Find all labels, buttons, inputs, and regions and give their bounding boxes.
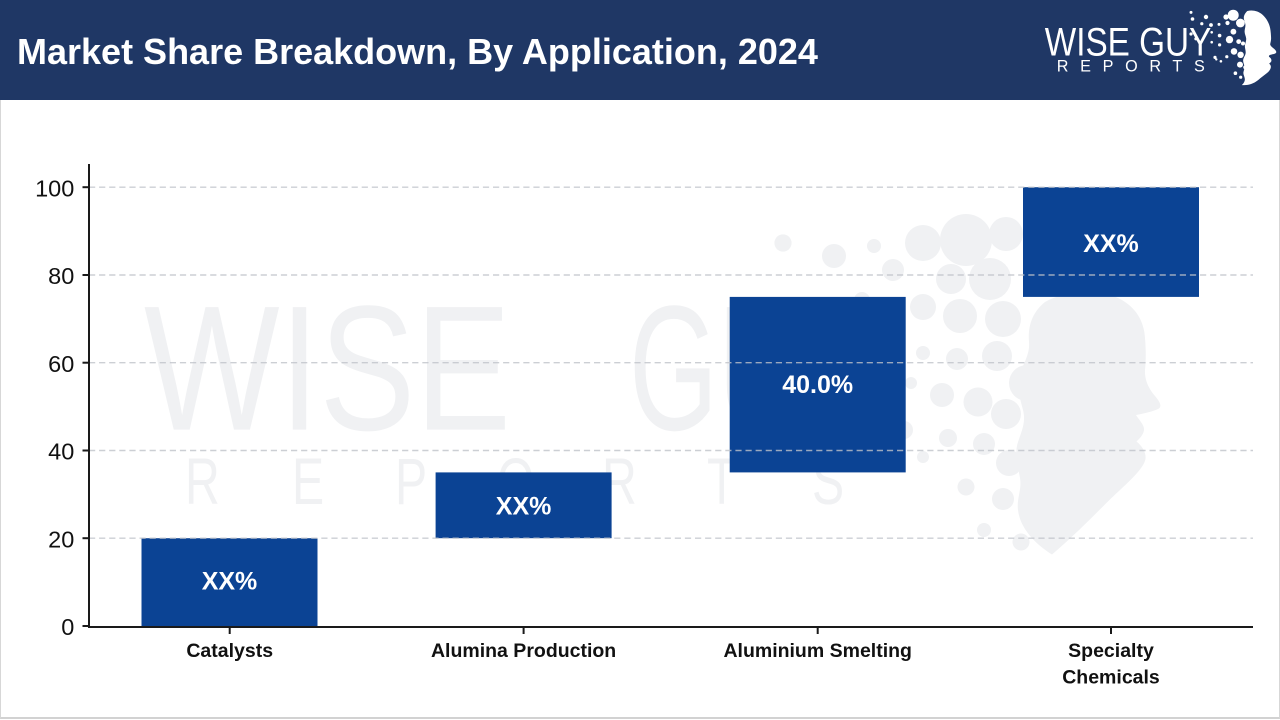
svg-text:0: 0 (61, 614, 74, 640)
svg-text:100: 100 (35, 175, 74, 201)
svg-text:XX%: XX% (1083, 230, 1139, 258)
svg-text:Catalysts: Catalysts (186, 640, 273, 662)
svg-text:40: 40 (48, 439, 74, 465)
svg-text:40.0%: 40.0% (782, 371, 853, 399)
svg-text:XX%: XX% (202, 568, 258, 596)
svg-text:Aluminium Smelting: Aluminium Smelting (723, 640, 912, 662)
svg-text:R: R (185, 446, 220, 519)
svg-text:Specialty: Specialty (1068, 640, 1154, 662)
svg-text:60: 60 (48, 351, 74, 377)
svg-text:Alumina Production: Alumina Production (431, 640, 616, 662)
svg-text:80: 80 (48, 263, 74, 289)
svg-text:WISE: WISE (144, 269, 511, 468)
svg-text:Chemicals: Chemicals (1062, 667, 1160, 689)
svg-text:P: P (395, 446, 427, 519)
svg-text:E: E (292, 446, 324, 519)
svg-text:XX%: XX% (496, 492, 552, 520)
svg-text:20: 20 (48, 526, 74, 552)
